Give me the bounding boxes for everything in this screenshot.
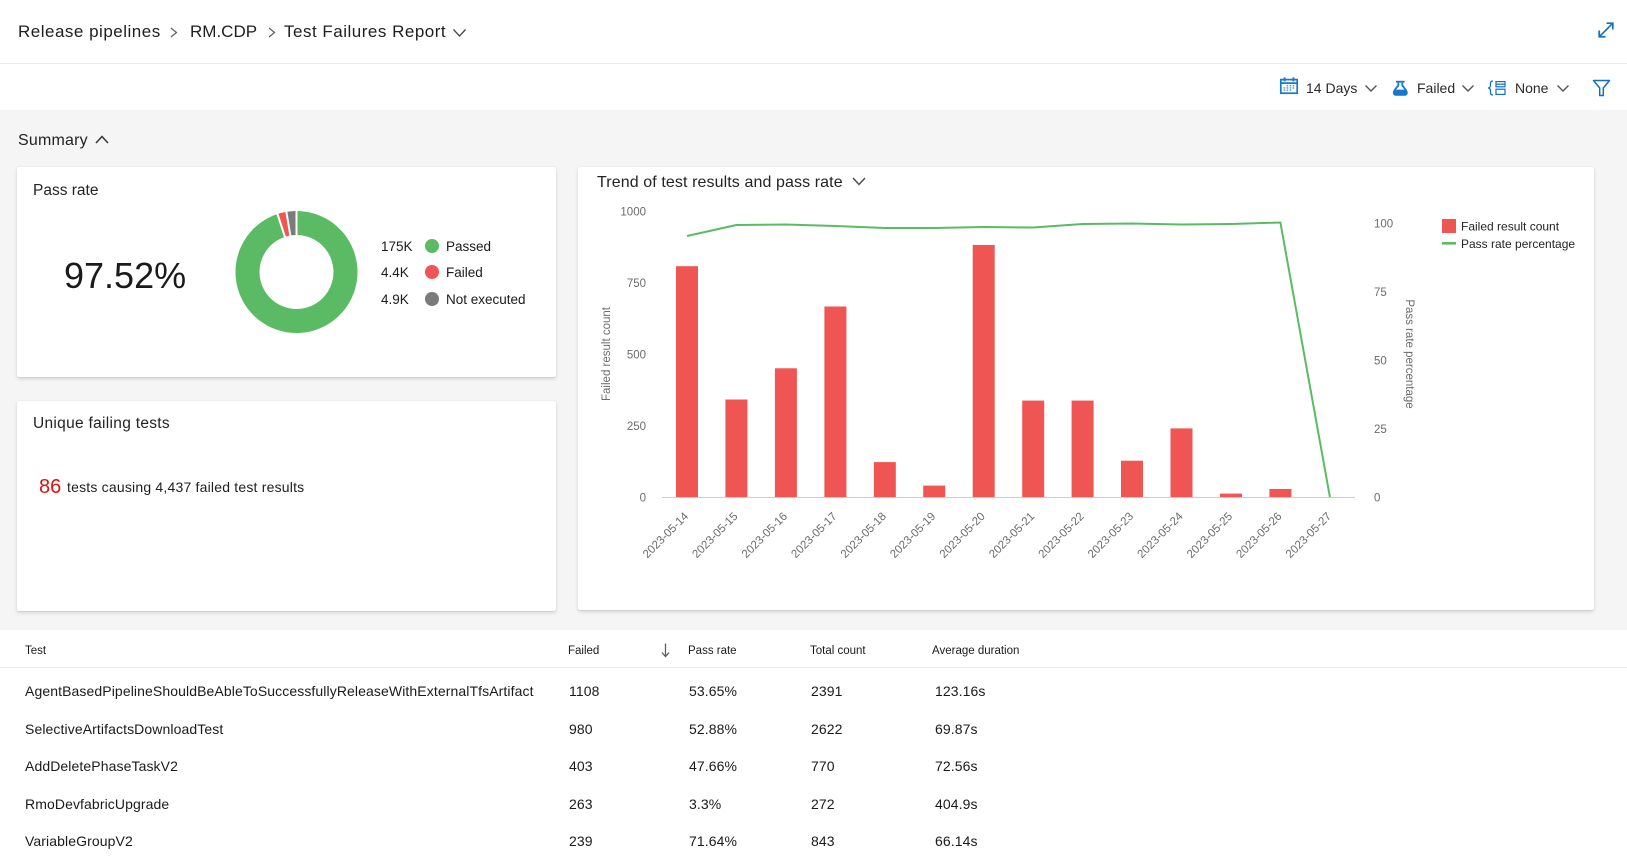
svg-text:2023-05-20: 2023-05-20 — [938, 511, 988, 561]
svg-text:Failed result count: Failed result count — [1461, 220, 1560, 234]
svg-text:2023-05-18: 2023-05-18 — [839, 511, 889, 561]
svg-text:250: 250 — [627, 421, 646, 433]
svg-text:2023-05-14: 2023-05-14 — [641, 510, 692, 561]
svg-text:0: 0 — [640, 493, 646, 505]
svg-text:Failed result count: Failed result count — [601, 306, 613, 401]
svg-text:2023-05-17: 2023-05-17 — [789, 511, 839, 561]
svg-text:50: 50 — [1374, 356, 1387, 368]
svg-text:2023-05-16: 2023-05-16 — [740, 511, 790, 561]
svg-text:100: 100 — [1374, 219, 1393, 231]
svg-text:2023-05-24: 2023-05-24 — [1136, 510, 1187, 561]
svg-text:2023-05-26: 2023-05-26 — [1234, 511, 1284, 561]
svg-text:2023-05-27: 2023-05-27 — [1284, 511, 1334, 561]
svg-text:2023-05-25: 2023-05-25 — [1185, 511, 1235, 561]
svg-text:500: 500 — [627, 350, 646, 362]
svg-text:Pass rate percentage: Pass rate percentage — [1403, 299, 1415, 408]
svg-text:750: 750 — [627, 278, 646, 290]
svg-text:Pass rate percentage: Pass rate percentage — [1461, 237, 1575, 251]
svg-text:2023-05-22: 2023-05-22 — [1037, 511, 1087, 561]
svg-text:2023-05-15: 2023-05-15 — [690, 511, 740, 561]
svg-text:1000: 1000 — [620, 207, 646, 219]
svg-text:0: 0 — [1374, 493, 1380, 505]
svg-text:2023-05-19: 2023-05-19 — [888, 511, 938, 561]
svg-text:2023-05-21: 2023-05-21 — [987, 511, 1037, 561]
svg-text:25: 25 — [1374, 424, 1387, 436]
svg-text:2023-05-23: 2023-05-23 — [1086, 511, 1136, 561]
svg-text:75: 75 — [1374, 287, 1387, 299]
